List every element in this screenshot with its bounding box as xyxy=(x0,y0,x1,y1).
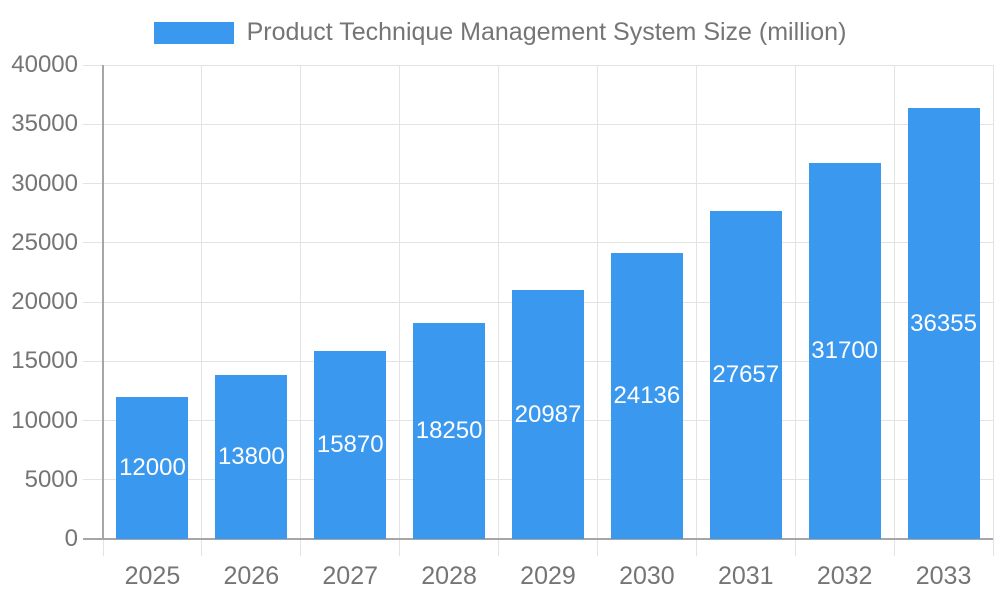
y-axis-tick-label: 40000 xyxy=(11,51,78,78)
y-axis-tick-label: 25000 xyxy=(11,228,78,256)
x-gridline xyxy=(399,65,401,556)
bar-value-label: 20987 xyxy=(514,400,582,428)
y-axis-tick-label: 35000 xyxy=(11,110,78,138)
y-gridline xyxy=(83,64,993,66)
x-axis-tick-label: 2031 xyxy=(717,562,774,590)
y-axis-tick-label: 0 xyxy=(64,525,78,552)
y-axis-line xyxy=(102,65,104,539)
x-axis-line xyxy=(83,538,993,540)
bar-value-label: 27657 xyxy=(712,361,780,389)
bar-2026[interactable]: 13800 xyxy=(215,375,288,539)
bar-value-label: 24136 xyxy=(613,381,681,409)
x-axis-tick-label: 2032 xyxy=(816,562,873,590)
y-axis-tick-label: 10000 xyxy=(11,406,78,434)
bar-value-label: 18250 xyxy=(415,416,483,444)
x-gridline xyxy=(300,65,302,556)
y-gridline xyxy=(83,242,993,244)
x-gridline xyxy=(794,65,796,556)
x-axis-tick-label: 2030 xyxy=(619,562,675,590)
x-axis-tick-label: 2027 xyxy=(322,562,379,590)
bar-2032[interactable]: 31700 xyxy=(808,163,881,539)
bar-2028[interactable]: 18250 xyxy=(413,322,486,539)
y-axis-tick-label: 20000 xyxy=(11,288,78,315)
bar-2030[interactable]: 24136 xyxy=(610,252,683,539)
bar-value-label: 13800 xyxy=(217,443,285,471)
y-axis-tick-label: 30000 xyxy=(11,169,78,197)
bar-value-label: 31700 xyxy=(811,337,879,365)
bar-2031[interactable]: 27657 xyxy=(709,211,782,539)
y-gridline xyxy=(83,123,993,125)
x-axis-tick-label: 2025 xyxy=(124,562,181,590)
x-axis-tick-label: 2026 xyxy=(223,562,280,590)
legend[interactable]: Product Technique Management System Size… xyxy=(0,18,1000,47)
x-gridline xyxy=(596,65,598,556)
y-axis-tick-label: 5000 xyxy=(24,465,78,493)
y-axis-tick-label: 15000 xyxy=(11,347,78,375)
x-gridline xyxy=(893,65,895,556)
bar-2033[interactable]: 36355 xyxy=(907,108,980,539)
bar-2025[interactable]: 12000 xyxy=(116,396,189,539)
legend-swatch[interactable] xyxy=(153,21,234,44)
y-gridline xyxy=(83,183,993,184)
bar-value-label: 12000 xyxy=(119,453,186,481)
bar-2029[interactable]: 20987 xyxy=(512,290,584,539)
x-gridline xyxy=(102,539,104,556)
x-gridline xyxy=(201,65,203,556)
x-axis-tick-label: 2029 xyxy=(520,562,576,590)
x-gridline xyxy=(498,65,500,556)
x-axis-tick-label: 2033 xyxy=(915,562,972,590)
bar-2027[interactable]: 15870 xyxy=(314,350,387,539)
x-axis-tick-label: 2028 xyxy=(421,562,477,590)
x-gridline xyxy=(992,65,994,556)
bar-value-label: 36355 xyxy=(910,309,977,337)
legend-label: Product Technique Management System Size… xyxy=(246,18,847,46)
x-gridline xyxy=(695,65,697,556)
bar-value-label: 15870 xyxy=(316,430,384,458)
